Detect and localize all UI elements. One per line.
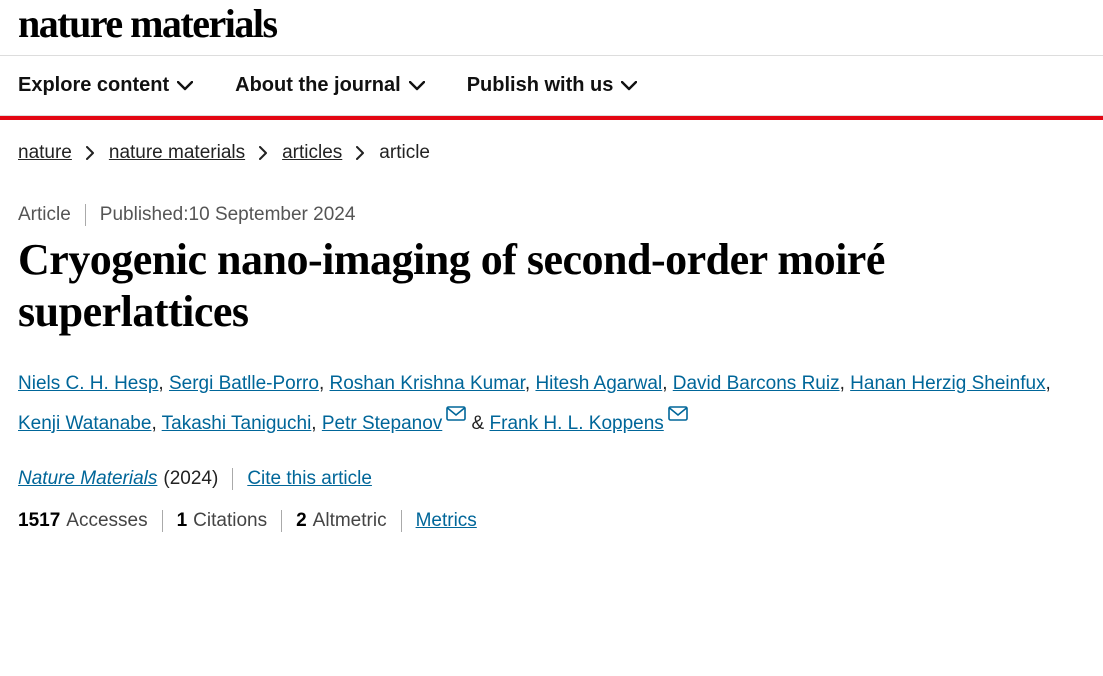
breadcrumb-link[interactable]: articles: [282, 142, 342, 164]
primary-nav: Explore content About the journal Publis…: [0, 56, 1103, 116]
divider: [85, 204, 86, 226]
author-link[interactable]: Sergi Batlle-Porro: [169, 373, 319, 394]
breadcrumb-current: article: [379, 142, 430, 164]
divider: [162, 510, 163, 532]
author-link[interactable]: Niels C. H. Hesp: [18, 373, 158, 394]
nav-item-label: Explore content: [18, 74, 169, 97]
divider: [281, 510, 282, 532]
divider: [401, 510, 402, 532]
author-link[interactable]: Petr Stepanov: [322, 413, 442, 434]
logo-area: nature materials: [0, 0, 1103, 55]
brand-logo[interactable]: nature materials: [18, 0, 1085, 47]
citations-label: Citations: [193, 510, 267, 532]
chevron-down-icon: [409, 81, 425, 91]
article-title: Cryogenic nano-imaging of second-order m…: [0, 226, 1103, 338]
published-date: 10 September 2024: [189, 204, 356, 226]
breadcrumb: nature nature materials articles article: [0, 120, 1103, 164]
chevron-right-icon: [356, 146, 365, 160]
mail-icon[interactable]: [668, 406, 688, 421]
breadcrumb-link[interactable]: nature: [18, 142, 72, 164]
author-link[interactable]: Kenji Watanabe: [18, 413, 151, 434]
article-type-label: Article: [18, 204, 71, 226]
nav-item-label: Publish with us: [467, 74, 614, 97]
chevron-down-icon: [621, 81, 637, 91]
author-link[interactable]: Frank H. L. Koppens: [490, 413, 664, 434]
author-link[interactable]: Takashi Taniguchi: [162, 413, 312, 434]
metrics-row: 1517 Accesses 1 Citations 2 Altmetric Me…: [0, 490, 1103, 552]
article-meta-row: Article Published: 10 September 2024: [0, 164, 1103, 226]
author-link[interactable]: Roshan Krishna Kumar: [330, 373, 525, 394]
author-link[interactable]: David Barcons Ruiz: [673, 373, 840, 394]
published-prefix: Published:: [100, 204, 189, 226]
chevron-right-icon: [259, 146, 268, 160]
nav-item-label: About the journal: [235, 74, 401, 97]
nav-wrap: Explore content About the journal Publis…: [0, 55, 1103, 120]
author-list: Niels C. H. Hesp, Sergi Batlle-Porro, Ro…: [0, 338, 1103, 444]
journal-year: (2024): [163, 468, 218, 490]
cite-article-link[interactable]: Cite this article: [247, 468, 372, 490]
nav-item-about[interactable]: About the journal: [235, 74, 425, 97]
chevron-down-icon: [177, 81, 193, 91]
accesses-value: 1517: [18, 510, 60, 532]
journal-link[interactable]: Nature Materials: [18, 468, 157, 489]
mail-icon[interactable]: [446, 406, 466, 421]
author-link[interactable]: Hanan Herzig Sheinfux: [850, 373, 1045, 394]
altmetric-value: 2: [296, 510, 307, 532]
divider: [232, 468, 233, 490]
breadcrumb-link[interactable]: nature materials: [109, 142, 245, 164]
metrics-link[interactable]: Metrics: [416, 510, 477, 532]
journal-citation-row: Nature Materials (2024) Cite this articl…: [0, 444, 1103, 490]
altmetric-label: Altmetric: [313, 510, 387, 532]
citations-value: 1: [177, 510, 188, 532]
accesses-label: Accesses: [66, 510, 147, 532]
chevron-right-icon: [86, 146, 95, 160]
nav-item-explore[interactable]: Explore content: [18, 74, 193, 97]
author-link[interactable]: Hitesh Agarwal: [535, 373, 662, 394]
nav-item-publish[interactable]: Publish with us: [467, 74, 638, 97]
